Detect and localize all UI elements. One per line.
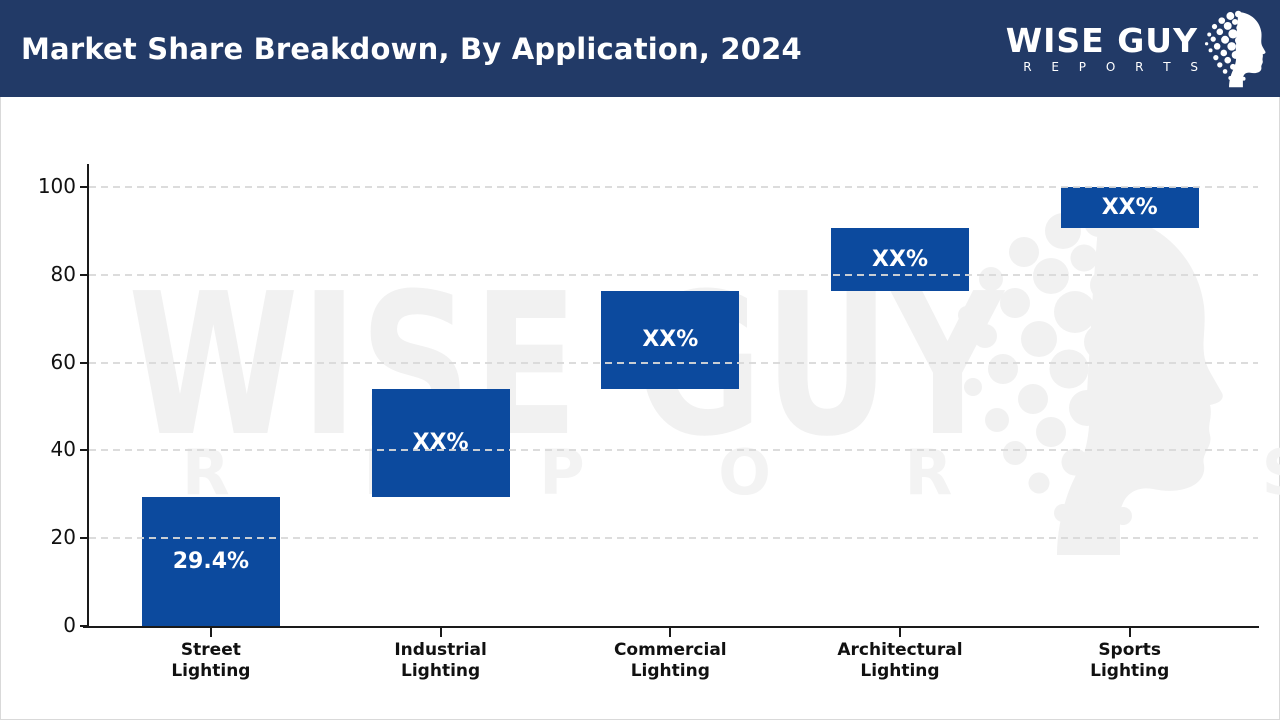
x-axis-line	[83, 626, 1259, 628]
gridline	[89, 449, 1258, 452]
bar-value-label: 29.4%	[172, 548, 250, 574]
x-axis-label: Commercial Lighting	[613, 640, 727, 681]
y-tick-mark	[80, 361, 87, 364]
x-axis-label: Industrial Lighting	[394, 640, 487, 681]
y-tick-label: 60	[50, 349, 76, 374]
y-tick-label: 0	[63, 613, 76, 637]
wiseguy-logo: WISE GUY R E P O R T S	[1006, 8, 1280, 90]
y-tick-label: 40	[50, 437, 76, 462]
page-title: Market Share Breakdown, By Application, …	[21, 31, 802, 66]
x-tick-mark	[209, 628, 212, 637]
x-axis-label: Sports Lighting	[1090, 640, 1170, 681]
bar-architectural-lighting: XX%	[831, 227, 969, 292]
bar-sports-lighting: XX%	[1060, 187, 1199, 228]
y-tick-mark	[80, 625, 87, 627]
watermark-wordmark: WISE GUY	[128, 252, 1006, 480]
bar-value-label: XX%	[872, 246, 928, 272]
x-tick-mark	[439, 628, 442, 637]
y-tick-mark	[80, 186, 87, 188]
bar-industrial-lighting: XX%	[371, 388, 510, 497]
y-tick-label: 20	[50, 525, 76, 550]
logo-primary-text: WISE GUY	[1005, 20, 1198, 60]
x-axis-label: Architectural Lighting	[837, 640, 963, 681]
bar-street-lighting: 29.4%	[141, 496, 280, 626]
watermark-head-icon	[947, 207, 1223, 555]
gridline	[89, 361, 1258, 364]
gridline	[89, 537, 1258, 540]
report-header: Market Share Breakdown, By Application, …	[0, 0, 1280, 97]
logo-wordmark: WISE GUY R E P O R T S	[1006, 24, 1198, 74]
bar-value-label: XX%	[412, 430, 469, 456]
y-tick-label: 100	[37, 174, 76, 198]
gridline	[89, 186, 1258, 188]
gridline	[89, 273, 1258, 276]
logo-secondary-text: R E P O R T S	[1023, 59, 1206, 74]
x-tick-mark	[899, 628, 901, 637]
x-tick-mark	[669, 628, 672, 637]
logo-head-icon	[1204, 10, 1266, 87]
x-axis-label: Street Lighting	[171, 640, 251, 681]
x-tick-mark	[1128, 628, 1131, 637]
y-tick-label: 80	[50, 261, 76, 286]
y-axis-line	[87, 164, 89, 628]
y-tick-mark	[80, 449, 87, 452]
bar-value-label: XX%	[1101, 194, 1158, 220]
y-tick-mark	[80, 537, 87, 540]
y-tick-mark	[80, 273, 87, 276]
bar-commercial-lighting: XX%	[601, 291, 740, 389]
bar-value-label: XX%	[642, 327, 699, 353]
